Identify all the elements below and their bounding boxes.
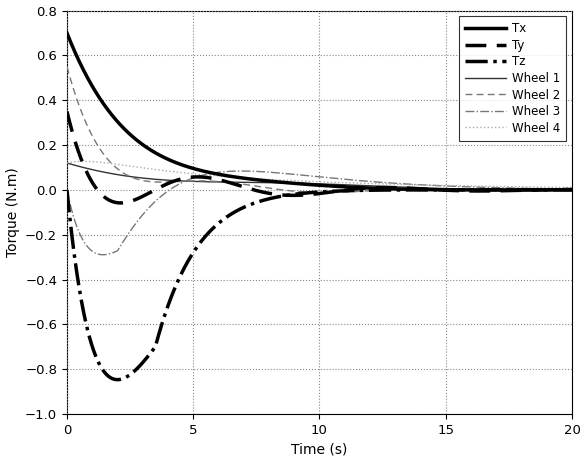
Wheel 3 xyxy=(568,186,575,192)
Ty xyxy=(558,187,565,192)
Wheel 4 xyxy=(121,163,128,168)
Tx xyxy=(476,187,483,193)
Wheel 1 xyxy=(151,176,158,182)
Tx xyxy=(279,180,286,185)
Wheel 2 xyxy=(505,188,512,193)
Legend: Tx, Ty, Tz, Wheel 1, Wheel 2, Wheel 3, Wheel 4: Tx, Ty, Tz, Wheel 1, Wheel 2, Wheel 3, W… xyxy=(459,17,566,140)
Wheel 3 xyxy=(257,169,264,175)
Wheel 4 xyxy=(257,176,264,182)
Ty xyxy=(505,188,512,194)
Ty xyxy=(257,189,264,195)
Tx xyxy=(568,187,575,193)
Wheel 1 xyxy=(504,187,511,192)
Tz xyxy=(257,198,264,204)
Wheel 3 xyxy=(559,186,566,192)
Tz xyxy=(63,188,70,193)
Ty xyxy=(63,109,70,114)
Tz xyxy=(114,377,121,383)
Wheel 3 xyxy=(505,185,512,191)
Tx xyxy=(151,150,158,155)
Ty xyxy=(568,187,575,192)
Wheel 2 xyxy=(257,184,264,189)
Wheel 2 xyxy=(151,179,158,185)
Wheel 3 xyxy=(280,170,287,176)
Wheel 4 xyxy=(505,184,512,189)
Tz xyxy=(448,187,455,193)
Wheel 1 xyxy=(558,187,565,192)
Wheel 4 xyxy=(279,177,286,183)
Wheel 3 xyxy=(238,168,245,174)
Tz xyxy=(121,375,128,381)
Line: Tz: Tz xyxy=(67,190,572,380)
Wheel 1 xyxy=(63,160,70,166)
Line: Ty: Ty xyxy=(67,111,572,203)
Wheel 4 xyxy=(151,167,158,172)
Wheel 3 xyxy=(151,199,158,205)
Wheel 1 xyxy=(527,187,534,192)
Wheel 2 xyxy=(279,187,286,193)
Wheel 1 xyxy=(568,187,575,192)
Wheel 2 xyxy=(121,171,128,176)
Y-axis label: Torque (N.m): Torque (N.m) xyxy=(5,168,19,257)
Wheel 4 xyxy=(80,158,87,164)
Wheel 2 xyxy=(568,188,575,193)
Tx xyxy=(63,30,70,36)
Tx xyxy=(257,177,264,183)
Line: Wheel 2: Wheel 2 xyxy=(67,67,572,193)
Tz xyxy=(279,193,286,199)
Ty xyxy=(117,200,124,206)
Line: Wheel 3: Wheel 3 xyxy=(67,171,572,255)
Tz xyxy=(559,187,566,193)
Tx xyxy=(558,187,565,193)
Wheel 2 xyxy=(322,190,329,195)
Wheel 4 xyxy=(568,185,575,190)
Wheel 2 xyxy=(558,188,565,193)
Tx xyxy=(505,187,512,193)
Line: Tx: Tx xyxy=(67,33,572,190)
Wheel 4 xyxy=(558,185,565,190)
Line: Wheel 4: Wheel 4 xyxy=(67,161,572,188)
Ty xyxy=(151,187,158,193)
Wheel 2 xyxy=(63,64,70,69)
Wheel 1 xyxy=(279,180,286,186)
Wheel 4 xyxy=(63,160,70,166)
Wheel 3 xyxy=(121,237,128,242)
Wheel 3 xyxy=(63,187,70,193)
Wheel 1 xyxy=(121,173,128,178)
Line: Wheel 1: Wheel 1 xyxy=(67,163,572,189)
X-axis label: Time (s): Time (s) xyxy=(291,443,347,456)
Ty xyxy=(279,192,286,198)
Wheel 3 xyxy=(100,252,107,257)
Tx xyxy=(121,127,128,132)
Tz xyxy=(568,187,575,193)
Tz xyxy=(505,187,512,193)
Ty xyxy=(121,200,128,206)
Wheel 1 xyxy=(257,180,264,185)
Tz xyxy=(151,345,158,350)
